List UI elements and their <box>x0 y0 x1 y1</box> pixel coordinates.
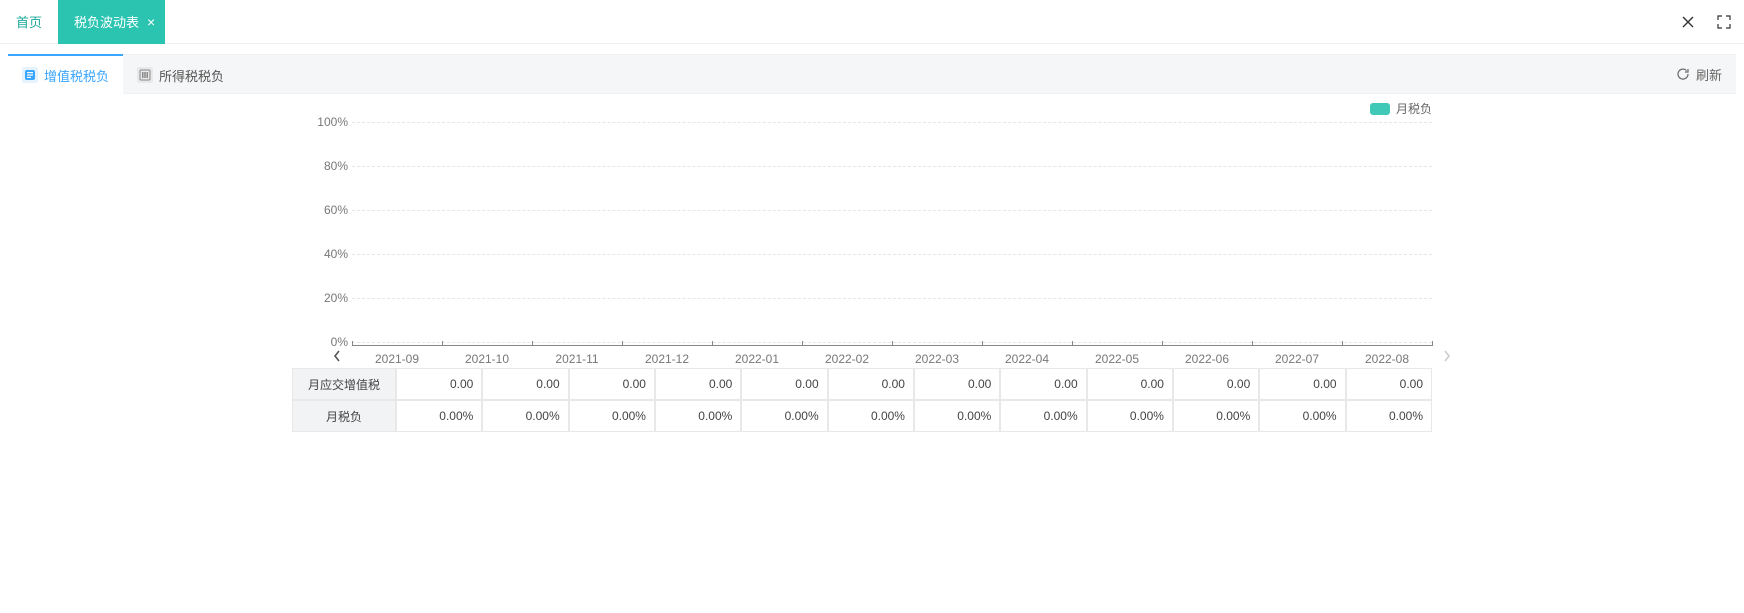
vat-icon <box>22 67 38 83</box>
chart-gridline <box>352 122 1432 123</box>
document-tabstrip: 首页 税负波动表 × <box>0 0 1744 44</box>
chevron-right-icon <box>1442 349 1452 363</box>
table-cell: 0.00 <box>482 368 568 400</box>
chart-xtick <box>1432 341 1433 346</box>
chart-xtick-label: 2022-02 <box>825 352 869 366</box>
chart-xtick-label: 2021-09 <box>375 352 419 366</box>
table-row: 月应交增值税0.000.000.000.000.000.000.000.000.… <box>292 368 1432 400</box>
chart-xtick-label: 2022-06 <box>1185 352 1229 366</box>
chart-xtick-label: 2022-05 <box>1095 352 1139 366</box>
subtab-bar: 增值税税负 所得税税负 刷新 <box>8 54 1736 94</box>
table-cell: 0.00 <box>655 368 741 400</box>
table-cell: 0.00 <box>1000 368 1086 400</box>
data-table: 月应交增值税0.000.000.000.000.000.000.000.000.… <box>292 368 1432 432</box>
chart-ytick-label: 60% <box>304 203 348 217</box>
subtab-label: 增值税税负 <box>44 66 109 85</box>
table-cell: 0.00% <box>569 400 655 432</box>
data-table-container: 月应交增值税0.000.000.000.000.000.000.000.000.… <box>292 368 1432 432</box>
chart-xtick <box>622 341 623 346</box>
chart-gridline <box>352 210 1432 211</box>
chart-xtick-label: 2022-04 <box>1005 352 1049 366</box>
chart-xtick <box>352 341 353 346</box>
chart-xtick <box>1162 341 1163 346</box>
table-cell: 0.00% <box>1000 400 1086 432</box>
chart-ytick-label: 40% <box>304 247 348 261</box>
table-cell: 0.00% <box>396 400 482 432</box>
table-cell: 0.00 <box>396 368 482 400</box>
table-cell: 0.00 <box>741 368 827 400</box>
table-cell: 0.00 <box>1346 368 1432 400</box>
table-cell: 0.00 <box>1173 368 1259 400</box>
chart-ytick-label: 80% <box>304 159 348 173</box>
table-row: 月税负0.00%0.00%0.00%0.00%0.00%0.00%0.00%0.… <box>292 400 1432 432</box>
chart-plot-area: 0%20%40%60%80%100%2021-092021-102021-112… <box>352 102 1432 362</box>
chart-xtick-label: 2022-08 <box>1365 352 1409 366</box>
table-cell: 0.00% <box>1259 400 1345 432</box>
close-all-tabs-button[interactable] <box>1676 10 1700 34</box>
chart-ytick-label: 20% <box>304 291 348 305</box>
chart-xtick-label: 2022-01 <box>735 352 779 366</box>
close-icon[interactable]: × <box>147 15 155 29</box>
fullscreen-icon <box>1717 15 1731 29</box>
income-tax-icon <box>137 67 153 83</box>
chart-xtick <box>1252 341 1253 346</box>
chart-gridline <box>352 166 1432 167</box>
refresh-label: 刷新 <box>1696 65 1722 84</box>
table-cell: 0.00% <box>741 400 827 432</box>
table-cell: 0.00 <box>569 368 655 400</box>
chart-gridline <box>352 298 1432 299</box>
page-body: 增值税税负 所得税税负 刷新 月税负 0% 20% 40% 60% 80% 100% <box>0 44 1744 432</box>
table-cell: 0.00 <box>914 368 1000 400</box>
table-cell: 0.00% <box>1087 400 1173 432</box>
chart-next-button[interactable] <box>1442 349 1452 366</box>
chart-xtick <box>892 341 893 346</box>
chart-xtick <box>1072 341 1073 346</box>
table-cell: 0.00% <box>1173 400 1259 432</box>
chart-ytick-label: 100% <box>304 115 348 129</box>
chart-xtick <box>982 341 983 346</box>
table-cell: 0.00% <box>914 400 1000 432</box>
refresh-button[interactable]: 刷新 <box>1676 65 1736 84</box>
chart-xtick <box>532 341 533 346</box>
tab-home[interactable]: 首页 <box>0 0 58 44</box>
table-cell: 0.00% <box>828 400 914 432</box>
chart-prev-button[interactable] <box>332 349 342 366</box>
table-row-header: 月应交增值税 <box>292 368 396 400</box>
table-cell: 0.00% <box>1346 400 1432 432</box>
chart-xtick-label: 2021-11 <box>555 352 598 366</box>
chart-container: 月税负 0%20%40%60%80%100%2021-092021-102021… <box>272 94 1472 432</box>
table-cell: 0.00% <box>655 400 741 432</box>
tab-tax-fluctuation[interactable]: 税负波动表 × <box>58 0 165 44</box>
table-cell: 0.00 <box>1259 368 1345 400</box>
fullscreen-button[interactable] <box>1712 10 1736 34</box>
chart-xtick-label: 2022-07 <box>1275 352 1319 366</box>
table-cell: 0.00 <box>1087 368 1173 400</box>
chart-xtick-label: 2022-03 <box>915 352 959 366</box>
chart-xtick <box>802 341 803 346</box>
chevron-left-icon <box>332 349 342 363</box>
tab-active-label: 税负波动表 <box>74 12 139 31</box>
table-cell: 0.00 <box>828 368 914 400</box>
chart-xtick-label: 2021-10 <box>465 352 509 366</box>
x-icon <box>1681 15 1695 29</box>
chart-gridline <box>352 254 1432 255</box>
tab-home-label: 首页 <box>16 12 42 31</box>
subtab-income-tax-burden[interactable]: 所得税税负 <box>123 54 238 94</box>
subtab-label: 所得税税负 <box>159 66 224 85</box>
table-cell: 0.00% <box>482 400 568 432</box>
refresh-icon <box>1676 67 1690 81</box>
chart-xtick <box>1342 341 1343 346</box>
chart-xtick-label: 2021-12 <box>645 352 689 366</box>
chart-xtick <box>442 341 443 346</box>
table-row-header: 月税负 <box>292 400 396 432</box>
chart-ytick-label: 0% <box>304 335 348 349</box>
chart-xtick <box>712 341 713 346</box>
subtab-vat-burden[interactable]: 增值税税负 <box>8 54 123 94</box>
